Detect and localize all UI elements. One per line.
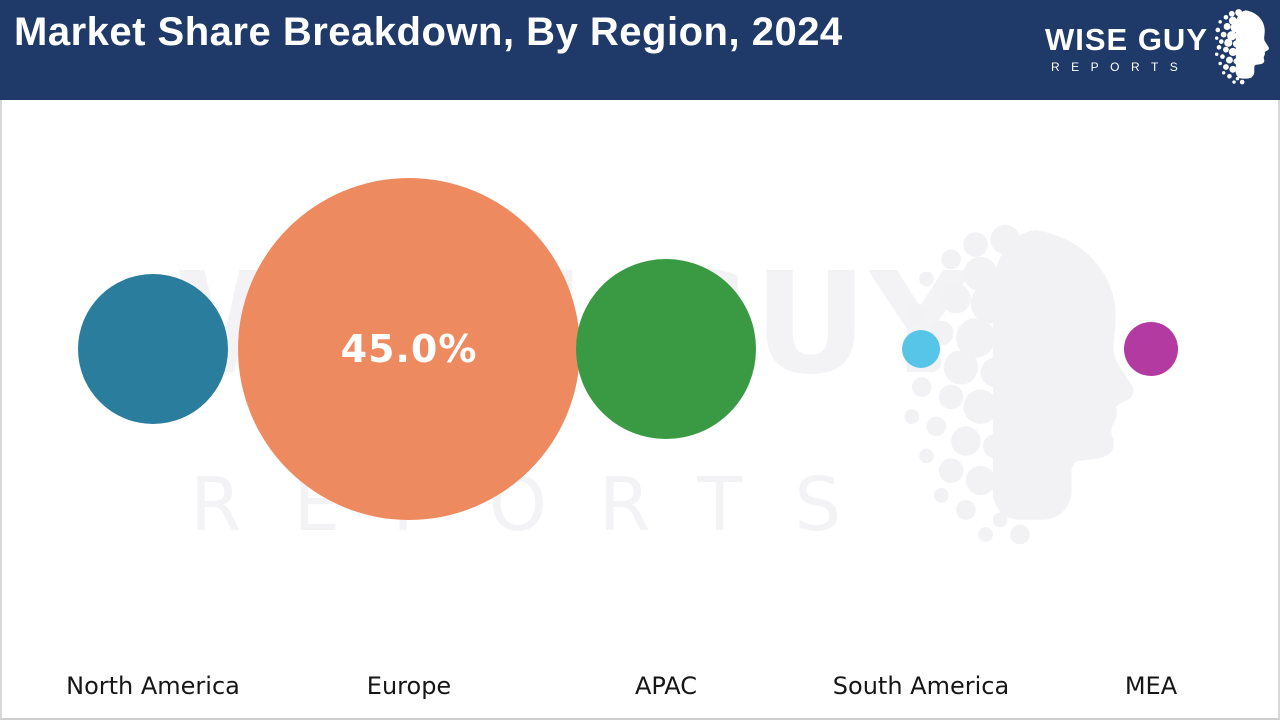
bubble-mea [1124,322,1178,376]
logo-text: WISE GUY REPORTS [1044,22,1208,74]
category-label-apac: APAC [634,672,698,700]
category-label-europe: Europe [366,672,452,700]
dotted-face-profile-icon [1212,8,1270,89]
bubble-europe: 45.0% [238,178,580,520]
category-label-north-america: North America [66,672,240,700]
chart-title: Market Share Breakdown, By Region, 2024 [14,10,843,54]
logo-wordmark: WISE GUY [1044,22,1208,58]
bubble-apac [576,259,756,439]
logo-subtitle: REPORTS [1050,59,1190,74]
category-label-mea: MEA [1124,672,1178,700]
bubble-north-america [78,274,228,424]
category-label-south-america: South America [832,672,1010,700]
bubble-south-america [902,330,940,368]
wise-guy-reports-logo: WISE GUY REPORTS [1045,8,1270,89]
header-bar: Market Share Breakdown, By Region, 2024 … [0,0,1280,100]
bubble-value-label-europe: 45.0% [340,327,478,371]
